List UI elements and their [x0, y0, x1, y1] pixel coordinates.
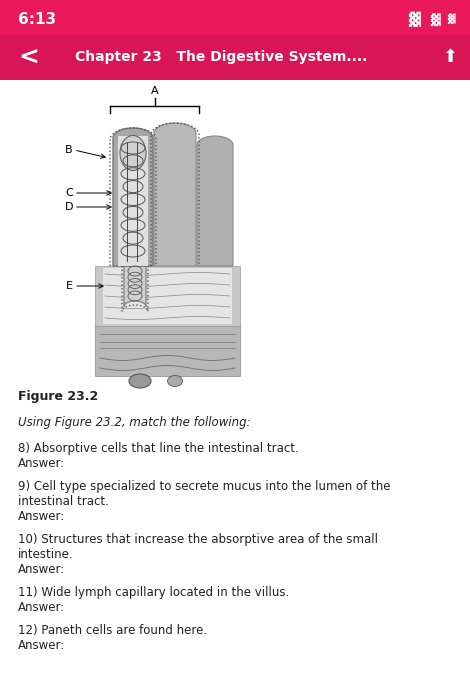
Bar	[103, 268, 232, 324]
Ellipse shape	[129, 374, 151, 388]
Text: 11) Wide lymph capillary located in the villus.: 11) Wide lymph capillary located in the …	[18, 586, 289, 599]
Text: Answer:: Answer:	[18, 601, 65, 614]
Text: Answer:: Answer:	[18, 510, 65, 523]
Text: intestinal tract.: intestinal tract.	[18, 495, 109, 508]
Text: intestine.: intestine.	[18, 548, 74, 561]
Bar	[95, 326, 240, 376]
Text: ⬆: ⬆	[442, 48, 458, 66]
Text: ▓: ▓	[408, 12, 420, 27]
Polygon shape	[124, 266, 146, 307]
Bar	[0, 35, 470, 80]
Polygon shape	[154, 123, 196, 266]
Ellipse shape	[120, 136, 146, 171]
Text: B: B	[65, 145, 73, 155]
Text: 12) Paneth cells are found here.: 12) Paneth cells are found here.	[18, 624, 207, 637]
Text: 8) Absorptive cells that line the intestinal tract.: 8) Absorptive cells that line the intest…	[18, 442, 299, 455]
Bar	[95, 266, 240, 326]
Text: <: <	[18, 46, 39, 69]
Text: Figure 23.2: Figure 23.2	[18, 390, 98, 403]
Text: A: A	[151, 86, 158, 96]
Bar	[118, 136, 148, 266]
Text: C: C	[65, 188, 73, 198]
Text: 9) Cell type specialized to secrete mucus into the lumen of the: 9) Cell type specialized to secrete mucu…	[18, 480, 391, 493]
Text: Answer:: Answer:	[18, 457, 65, 470]
Text: Answer:: Answer:	[18, 639, 65, 652]
Text: D: D	[64, 202, 73, 212]
Polygon shape	[197, 136, 233, 266]
Text: ▓: ▓	[431, 13, 440, 26]
Text: 6:13: 6:13	[18, 12, 56, 27]
Bar	[0, 0, 470, 35]
Text: Answer:: Answer:	[18, 563, 65, 576]
Text: ▓: ▓	[447, 14, 455, 24]
Polygon shape	[113, 128, 153, 266]
Ellipse shape	[167, 375, 182, 386]
Text: E: E	[66, 281, 73, 291]
Text: Chapter 23   The Digestive System....: Chapter 23 The Digestive System....	[75, 50, 367, 64]
Text: Using Figure 23.2, match the following:: Using Figure 23.2, match the following:	[18, 416, 251, 429]
Text: 10) Structures that increase the absorptive area of the small: 10) Structures that increase the absorpt…	[18, 533, 378, 546]
